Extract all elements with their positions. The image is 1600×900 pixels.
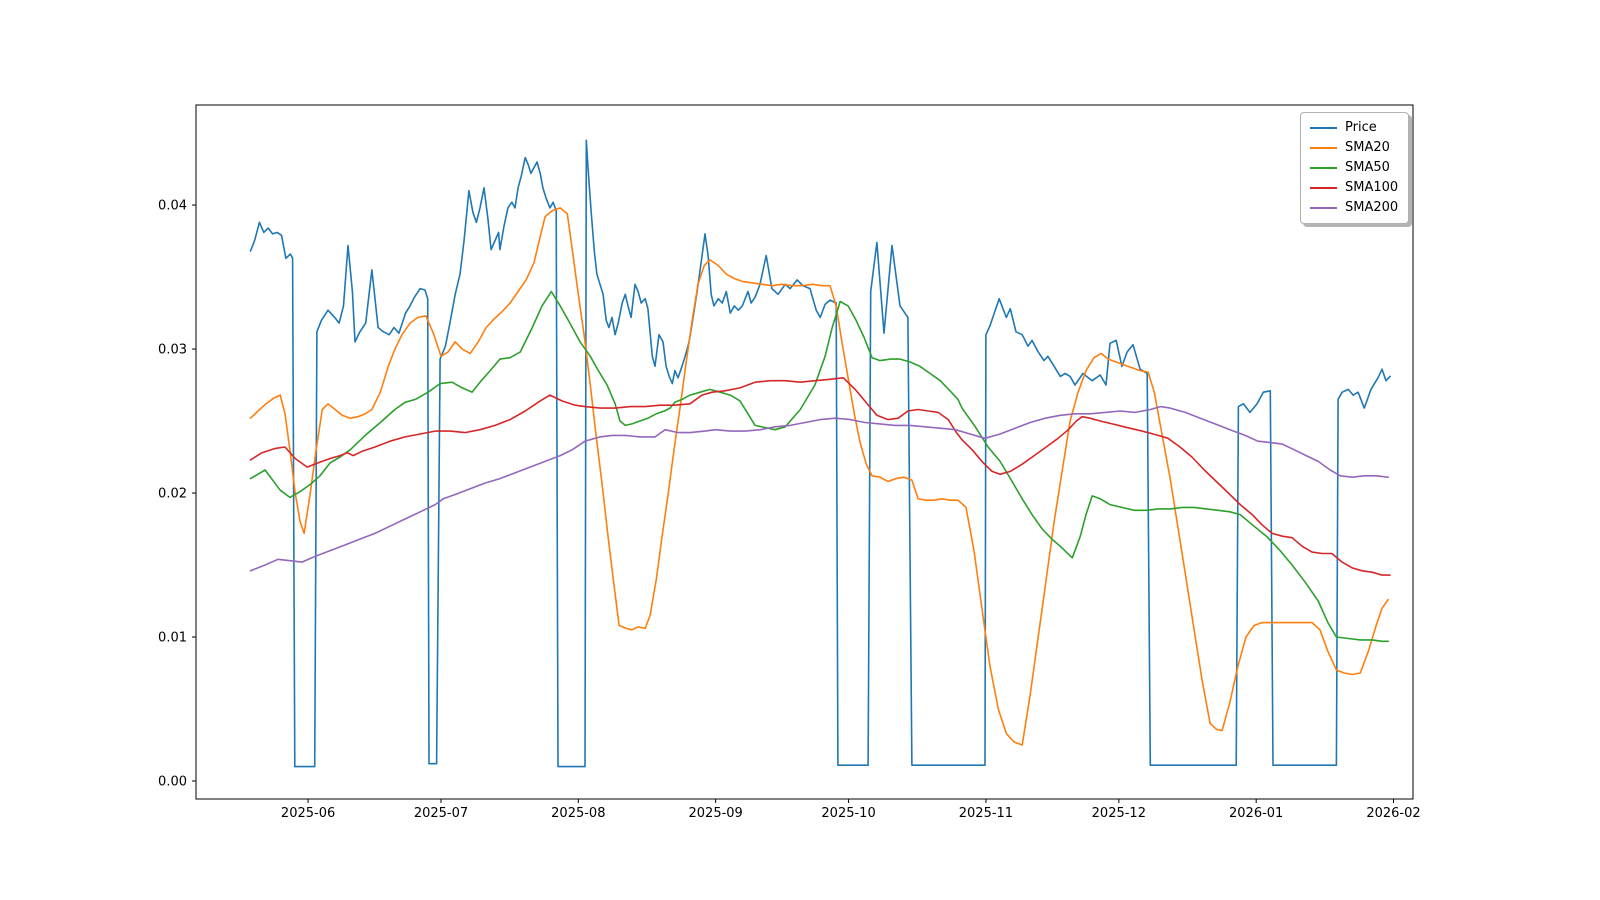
- legend-line-swatch: [1310, 147, 1337, 149]
- x-tick-label: 2025-09: [689, 806, 743, 821]
- chart-legend: Price SMA20 SMA50 SMA100 SMA200: [1300, 112, 1410, 224]
- series-line-sma200: [249, 405, 1389, 572]
- series-line-sma20: [249, 207, 1389, 746]
- legend-label: SMA20: [1345, 140, 1390, 155]
- y-tick-label: 0.00: [158, 775, 187, 790]
- series-line-sma50: [249, 290, 1389, 643]
- legend-label: SMA200: [1345, 200, 1399, 215]
- x-tick-label: 2025-10: [821, 806, 875, 821]
- y-tick-label: 0.01: [158, 631, 187, 646]
- legend-item-sma100: SMA100: [1310, 178, 1398, 198]
- legend-line-swatch: [1310, 167, 1337, 169]
- x-tick-label: 2026-01: [1229, 806, 1283, 821]
- series-line-sma100: [249, 376, 1391, 576]
- x-tick-label: 2025-07: [414, 806, 468, 821]
- legend-line-swatch: [1310, 127, 1337, 129]
- x-tick-label: 2025-08: [551, 806, 605, 821]
- y-tick-label: 0.03: [158, 343, 187, 358]
- series-line-price: [249, 139, 1391, 768]
- legend-line-swatch: [1310, 187, 1337, 189]
- legend-label: SMA100: [1345, 180, 1399, 195]
- y-tick-label: 0.04: [158, 199, 187, 214]
- y-tick-label: 0.02: [158, 487, 187, 502]
- legend-item-sma200: SMA200: [1310, 198, 1398, 218]
- legend-line-swatch: [1310, 207, 1337, 209]
- legend-label: SMA50: [1345, 160, 1390, 175]
- x-tick-label: 2025-12: [1092, 806, 1146, 821]
- legend-label: Price: [1345, 120, 1377, 135]
- axes-spines: [195, 104, 1414, 800]
- x-tick-label: 2025-11: [959, 806, 1013, 821]
- legend-item-sma50: SMA50: [1310, 158, 1398, 178]
- x-tick-label: 2025-06: [281, 806, 335, 821]
- legend-item-sma20: SMA20: [1310, 138, 1398, 158]
- legend-item-price: Price: [1310, 118, 1398, 138]
- x-tick-label: 2026-02: [1366, 806, 1420, 821]
